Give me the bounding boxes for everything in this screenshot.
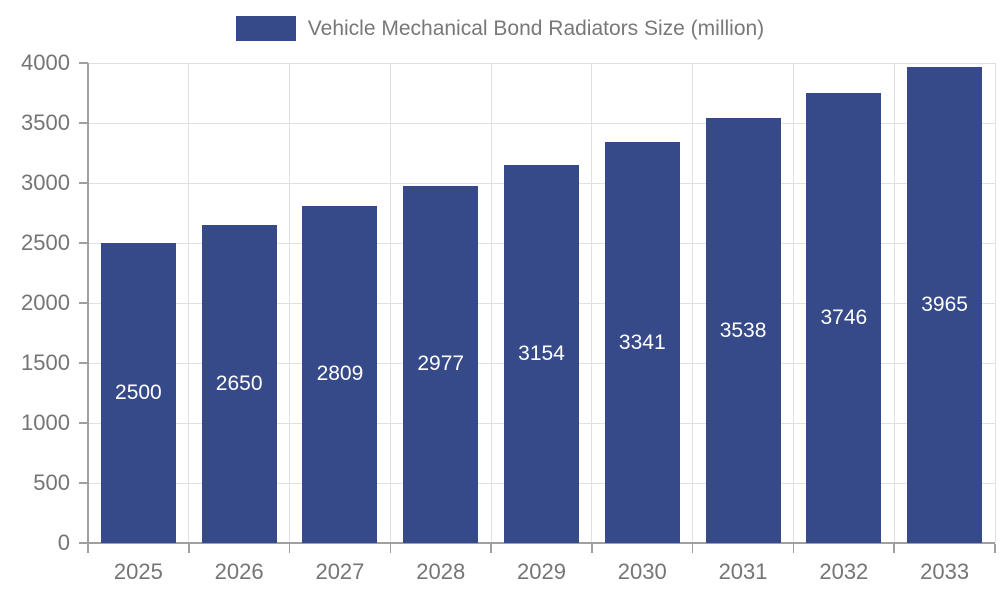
y-axis-tick [79, 422, 88, 424]
x-axis-tick [87, 544, 89, 553]
x-axis-tick [792, 544, 795, 553]
bar[interactable] [806, 93, 882, 543]
x-axis-tick-label: 2028 [416, 559, 466, 584]
bar[interactable] [201, 225, 277, 543]
x-axis-tick [691, 544, 694, 553]
y-axis-tick [79, 242, 88, 244]
gridline-vertical [994, 63, 996, 543]
x-axis-tick-label: 2032 [819, 559, 869, 584]
bar-value-label: 2500 [115, 381, 162, 404]
bar-value-label: 3965 [921, 293, 968, 317]
y-axis-line [87, 63, 89, 545]
x-axis-tick [288, 544, 291, 553]
x-axis-tick [591, 544, 593, 553]
bar-value-label: 3538 [719, 318, 767, 342]
gridline-horizontal [88, 62, 995, 64]
bar-value-label: 3154 [518, 341, 565, 365]
bar[interactable] [504, 164, 579, 543]
y-axis-tick [79, 122, 88, 124]
legend-label: Vehicle Mechanical Bond Radiators Size (… [307, 17, 765, 40]
bar-value-label: 2977 [417, 352, 465, 376]
x-axis-tick-label: 2025 [113, 559, 163, 584]
y-axis-tick-label: 500 [33, 470, 70, 495]
bar-value-label: 3341 [618, 330, 666, 354]
y-axis-tick-label: 0 [57, 530, 70, 555]
gridline-vertical [692, 63, 694, 543]
y-axis-tick-label: 2500 [21, 230, 70, 255]
y-axis-tick-label: 1000 [21, 410, 70, 435]
x-axis-tick-label: 2027 [315, 559, 365, 584]
y-axis-tick-label: 2000 [21, 290, 70, 315]
gridline-vertical [893, 63, 895, 543]
bar[interactable] [302, 205, 378, 543]
y-axis-tick-label: 4000 [21, 50, 70, 75]
bar-value-label: 2650 [215, 372, 263, 395]
y-axis-tick [79, 482, 88, 484]
bar-value-label: 2809 [316, 362, 364, 386]
y-axis-tick-label: 3000 [21, 170, 70, 195]
x-axis-tick-label: 2031 [718, 559, 768, 584]
bar[interactable] [403, 185, 479, 543]
gridline-vertical [389, 63, 391, 543]
bar[interactable] [705, 118, 781, 543]
legend-swatch [235, 16, 296, 41]
y-axis-tick [79, 62, 88, 64]
y-axis-tick-label: 1500 [21, 350, 70, 375]
y-axis-tick [79, 302, 88, 304]
x-axis-tick [994, 544, 996, 553]
gridline-vertical [289, 63, 291, 543]
x-axis-line [88, 542, 995, 544]
x-axis-tick-label: 2033 [920, 559, 970, 584]
gridline-vertical [188, 63, 190, 543]
bar-value-label: 3746 [820, 306, 868, 330]
x-axis-tick [490, 544, 492, 553]
gridline-vertical [490, 63, 492, 543]
bar[interactable] [100, 243, 176, 543]
x-axis-tick [389, 544, 392, 553]
bar[interactable] [604, 142, 680, 543]
gridline-vertical [792, 63, 794, 543]
x-axis-tick-label: 2029 [517, 559, 566, 584]
y-axis-tick [79, 182, 88, 184]
y-axis-tick [79, 542, 88, 544]
gridline-horizontal [88, 122, 995, 124]
x-axis-tick [893, 544, 895, 553]
legend[interactable]: Vehicle Mechanical Bond Radiators Size (… [0, 16, 1000, 41]
gridline-vertical [591, 63, 593, 543]
x-axis-tick-label: 2030 [617, 559, 667, 584]
y-axis-tick-label: 3500 [21, 110, 70, 135]
x-axis-tick-label: 2026 [214, 559, 264, 584]
x-axis-tick [188, 544, 190, 553]
bar[interactable] [907, 67, 983, 543]
y-axis-tick [79, 362, 88, 364]
